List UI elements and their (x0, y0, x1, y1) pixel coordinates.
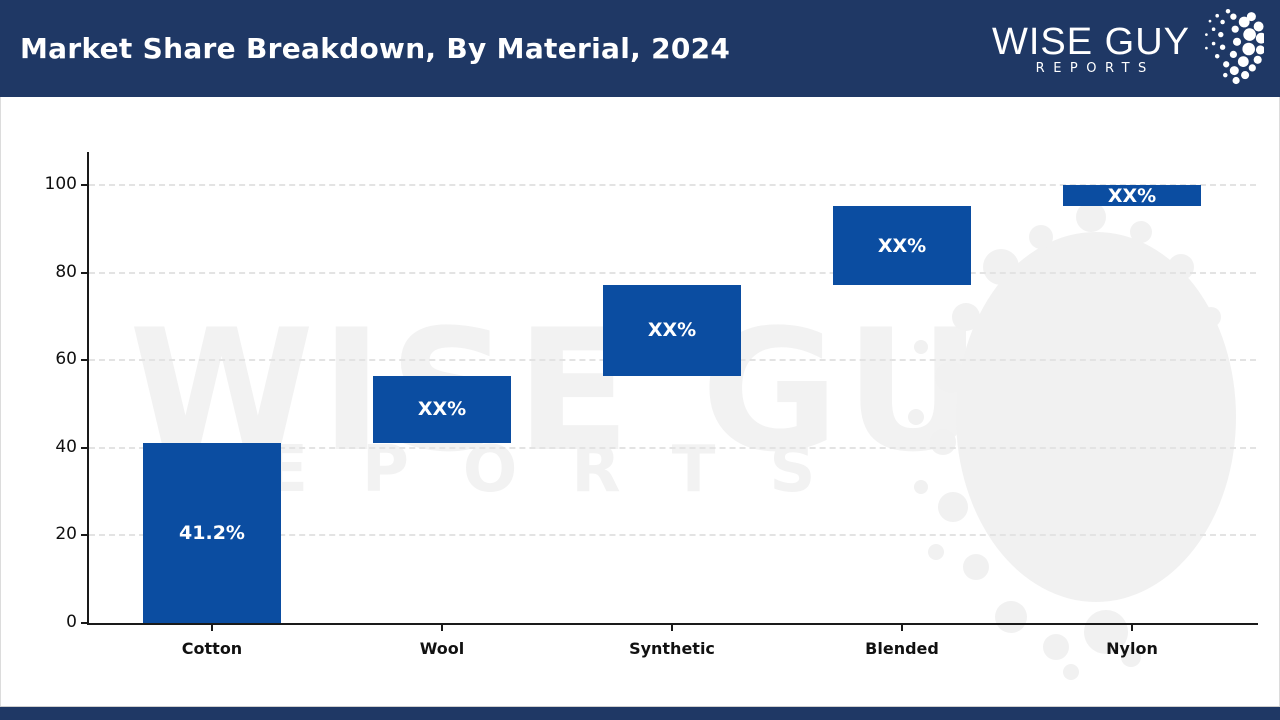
watermark-face-icon (908, 202, 1236, 680)
y-tick-label-80: 80 (55, 261, 77, 282)
header-bar: Market Share Breakdown, By Material, 202… (0, 0, 1280, 97)
y-tick-mark-0 (81, 622, 89, 624)
bar-value-label-synthetic: XX% (647, 319, 697, 342)
bar-blended: XX% (833, 206, 971, 285)
y-tick-mark-80 (81, 271, 89, 274)
y-tick-mark-100 (81, 184, 89, 186)
footer-bar (0, 706, 1280, 720)
gridline-100 (89, 184, 1256, 186)
bar-cotton: 41.2% (143, 442, 281, 623)
bar-value-label-cotton: 41.2% (179, 521, 245, 544)
x-axis-spine (87, 623, 1258, 625)
chart-area: WISE GUY REPORTS 0 20 40 60 80 100 41.2% Cotton… (0, 97, 1280, 706)
logo-text-wiseguy: WISE GUY (991, 20, 1190, 63)
y-tick-label-0: 0 (66, 612, 77, 632)
x-tick-mark-wool (441, 624, 443, 631)
x-tick-mark-nylon (1131, 624, 1133, 631)
bar-nylon: XX% (1063, 184, 1201, 207)
gridline-40 (89, 446, 1256, 449)
x-category-label-wool: Wool (419, 639, 465, 658)
wise-guy-logo: WISE GUY REPORTS (992, 7, 1264, 91)
y-tick-label-100: 100 (44, 174, 77, 194)
bar-synthetic: XX% (603, 284, 741, 376)
logo-wordmark: WISE GUY REPORTS (992, 22, 1190, 76)
bar-wool: XX% (373, 375, 511, 443)
page-title: Market Share Breakdown, By Material, 202… (20, 32, 731, 65)
x-tick-mark-cotton (211, 624, 213, 631)
y-tick-label-60: 60 (55, 349, 77, 370)
y-tick-label-20: 20 (55, 524, 77, 545)
x-tick-mark-blended (901, 624, 903, 631)
bar-value-label-wool: XX% (417, 398, 467, 421)
y-tick-mark-60 (81, 359, 89, 362)
logo-face-icon (1205, 8, 1264, 84)
bar-value-label-blended: XX% (877, 234, 927, 257)
x-category-label-cotton: Cotton (181, 639, 243, 658)
bar-value-label-nylon: XX% (1107, 184, 1157, 207)
x-category-label-blended: Blended (865, 639, 939, 658)
gridline-20 (89, 534, 1256, 537)
y-tick-mark-40 (81, 446, 89, 449)
logo-text-reports: REPORTS (1035, 60, 1155, 76)
x-tick-mark-synthetic (671, 624, 673, 631)
y-tick-mark-20 (81, 534, 89, 537)
x-category-label-synthetic: Synthetic (629, 639, 715, 658)
y-axis-spine (87, 152, 89, 625)
y-tick-label-40: 40 (55, 436, 77, 457)
gridline-80 (89, 271, 1256, 274)
x-category-label-nylon: Nylon (1106, 639, 1158, 658)
